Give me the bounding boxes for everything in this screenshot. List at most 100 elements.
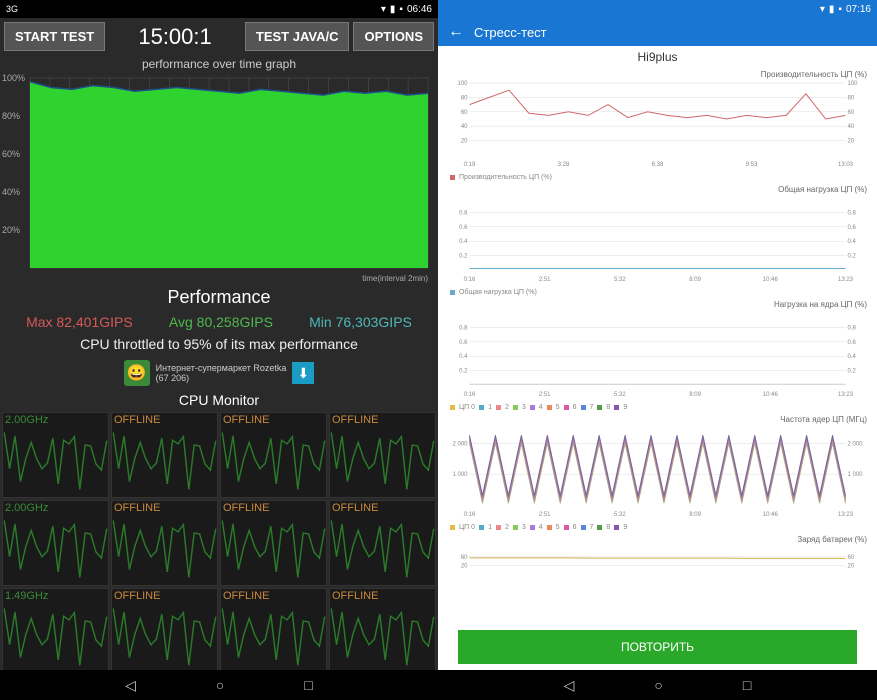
svg-text:60: 60 [461,555,468,561]
cpu-core-label: OFFLINE [114,502,160,514]
svg-text:0.8: 0.8 [459,325,468,331]
svg-text:20: 20 [461,564,468,570]
svg-text:60: 60 [848,110,855,116]
back-arrow-icon[interactable]: ← [448,23,464,41]
start-test-button[interactable]: START TEST [4,22,105,51]
svg-text:1 000: 1 000 [452,472,468,478]
svg-text:0.2: 0.2 [459,254,468,260]
cpu-core-label: 2.00GHz [5,414,48,426]
stat-max: Max 82,401GIPS [26,314,133,330]
svg-text:0:16: 0:16 [464,392,476,398]
svg-text:0.6: 0.6 [848,225,857,231]
cpu-core-cell: OFFLINE [329,588,436,670]
device-name: Hi9plus [438,46,877,68]
svg-text:0.8: 0.8 [848,325,857,331]
mini-chart: Общая нагрузка ЦП (%)0.20.20.40.40.60.60… [438,183,877,298]
graph-title: performance over time graph [0,55,438,73]
clock: 07:16 [846,4,871,15]
svg-text:100: 100 [848,81,859,87]
svg-text:13:23: 13:23 [838,277,854,283]
svg-text:80%: 80% [2,111,20,121]
mini-chart: Нагрузка на ядра ЦП (%)0.20.20.40.40.60.… [438,298,877,413]
stat-avg: Avg 80,258GIPS [169,314,273,330]
svg-text:10:46: 10:46 [763,392,779,398]
svg-text:40%: 40% [2,187,20,197]
chart-title: Производительность ЦП (%) [444,70,871,79]
cpu-core-cell: OFFLINE [220,412,327,498]
svg-text:60%: 60% [2,149,20,159]
ad-banner[interactable]: 😀 Интернет-супермаркет Rozetka (67 206) … [0,356,438,390]
svg-text:40: 40 [848,124,855,130]
svg-text:2:51: 2:51 [539,512,551,518]
main-performance-graph: 100%80%60%40%20%time(interval 2min) [0,73,438,283]
svg-text:10:46: 10:46 [763,512,779,518]
svg-text:100: 100 [457,81,468,87]
svg-text:0.2: 0.2 [459,369,468,375]
svg-text:9:53: 9:53 [746,162,758,168]
repeat-button[interactable]: ПОВТОРИТЬ [458,630,857,664]
svg-text:0.8: 0.8 [459,210,468,216]
cpu-core-cell: 2.00GHz [2,500,109,586]
ad-text: Интернет-супермаркет Rozetka [156,363,287,373]
cpu-core-label: OFFLINE [223,414,269,426]
ad-text-block: Интернет-супермаркет Rozetka (67 206) [156,363,287,383]
cpu-core-label: 2.00GHz [5,502,48,514]
timer: 15:00:1 [109,24,241,50]
signal-icon: ▮ [390,4,396,15]
mini-chart: Заряд батареи (%)20206060 [438,533,877,591]
svg-text:8:09: 8:09 [689,277,701,283]
svg-text:8:09: 8:09 [689,392,701,398]
svg-text:20: 20 [848,139,855,145]
cpu-core-cell: 2.00GHz [2,412,109,498]
cpu-core-label: 1.49GHz [5,590,48,602]
cpu-core-cell: OFFLINE [220,500,327,586]
back-icon[interactable]: ◁ [564,677,575,694]
battery-icon: ▪ [399,4,403,15]
clock: 06:46 [407,4,432,15]
test-java-button[interactable]: TEST JAVA/C [245,22,350,51]
cpu-monitor-title: CPU Monitor [0,390,438,410]
svg-text:10:46: 10:46 [763,277,779,283]
chart-legend: ЦП 0 1 2 3 4 5 6 7 8 9 [444,404,871,411]
home-icon[interactable]: ○ [216,677,224,693]
chart-title: Нагрузка на ядра ЦП (%) [444,300,871,309]
svg-text:13:23: 13:23 [838,512,854,518]
svg-text:2:51: 2:51 [539,277,551,283]
mini-chart: Частота ядер ЦП (МГц)1 0001 0002 0002 00… [438,413,877,533]
performance-heading: Performance [0,283,438,312]
svg-text:2:51: 2:51 [539,392,551,398]
svg-text:0:16: 0:16 [464,512,476,518]
cpu-core-label: OFFLINE [114,414,160,426]
toolbar: START TEST 15:00:1 TEST JAVA/C OPTIONS [0,18,438,55]
chart-title: Заряд батареи (%) [444,535,871,544]
svg-text:13:03: 13:03 [838,162,854,168]
cpu-core-label: OFFLINE [332,502,378,514]
recent-icon[interactable]: □ [304,677,312,693]
back-icon[interactable]: ◁ [125,677,136,694]
app-header: ← Стресс-тест [438,18,877,46]
svg-text:40: 40 [461,124,468,130]
svg-text:0.6: 0.6 [848,340,857,346]
svg-text:80: 80 [848,95,855,101]
cpu-core-label: OFFLINE [114,590,160,602]
home-icon[interactable]: ○ [654,677,662,693]
options-button[interactable]: OPTIONS [353,22,434,51]
status-bar-left: 3G ▾ ▮ ▪ 06:46 [0,0,438,18]
cpu-core-label: OFFLINE [332,590,378,602]
svg-text:0:16: 0:16 [464,277,476,283]
wifi-icon: ▾ [820,4,825,15]
svg-text:1 000: 1 000 [848,472,864,478]
cpu-core-label: OFFLINE [332,414,378,426]
svg-text:0.4: 0.4 [848,354,857,360]
recent-icon[interactable]: □ [743,677,751,693]
chart-legend: Общая нагрузка ЦП (%) [444,289,871,296]
cpu-core-cell: OFFLINE [329,412,436,498]
svg-text:5:32: 5:32 [614,512,626,518]
stat-min: Min 76,303GIPS [309,314,412,330]
wifi-icon: ▾ [381,4,386,15]
svg-text:0.6: 0.6 [459,225,468,231]
download-icon[interactable]: ⬇ [292,362,314,384]
cpu-core-cell: OFFLINE [111,588,218,670]
svg-text:20: 20 [848,564,855,570]
mini-chart: Производительность ЦП (%)202040406060808… [438,68,877,183]
